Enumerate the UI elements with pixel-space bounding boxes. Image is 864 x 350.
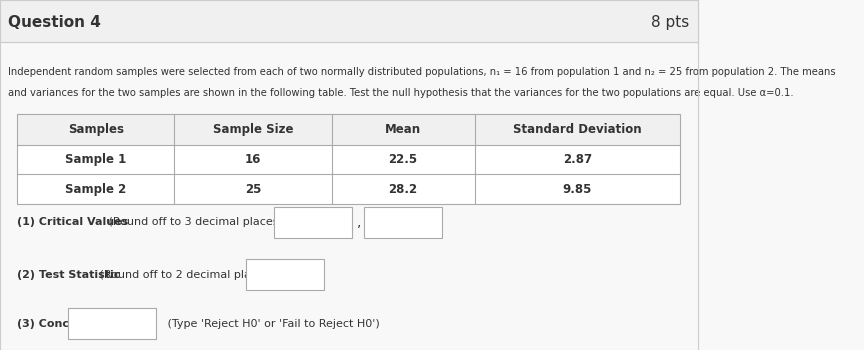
- Text: 8 pts: 8 pts: [651, 15, 689, 30]
- Text: 16: 16: [245, 153, 261, 166]
- Text: (Type 'Reject H0' or 'Fail to Reject H0'): (Type 'Reject H0' or 'Fail to Reject H0'…: [164, 319, 380, 329]
- Text: 25: 25: [245, 183, 261, 196]
- Text: Samples: Samples: [68, 122, 124, 136]
- Text: Standard Deviation: Standard Deviation: [513, 122, 642, 136]
- FancyBboxPatch shape: [365, 207, 442, 238]
- Text: Sample 1: Sample 1: [66, 153, 127, 166]
- FancyBboxPatch shape: [274, 207, 352, 238]
- Text: Sample 2: Sample 2: [66, 183, 127, 196]
- FancyBboxPatch shape: [245, 259, 324, 290]
- Text: 9.85: 9.85: [562, 183, 592, 196]
- Text: Sample Size: Sample Size: [213, 122, 293, 136]
- Text: (3) Conclusion:: (3) Conclusion:: [17, 319, 111, 329]
- Text: 22.5: 22.5: [389, 153, 417, 166]
- Text: Question 4: Question 4: [9, 15, 101, 30]
- Text: (2) Test Statistic: (2) Test Statistic: [17, 270, 121, 280]
- FancyBboxPatch shape: [17, 145, 681, 174]
- FancyBboxPatch shape: [17, 114, 681, 145]
- Text: 28.2: 28.2: [389, 183, 417, 196]
- Text: (1) Critical Values: (1) Critical Values: [17, 217, 129, 227]
- FancyBboxPatch shape: [0, 0, 698, 42]
- FancyBboxPatch shape: [17, 174, 681, 204]
- Text: (Round off to 2 decimal places):: (Round off to 2 decimal places):: [96, 270, 277, 280]
- Text: 2.87: 2.87: [563, 153, 592, 166]
- Text: (Round off to 3 decimal places):: (Round off to 3 decimal places):: [105, 217, 287, 227]
- Text: Independent random samples were selected from each of two normally distributed p: Independent random samples were selected…: [9, 67, 836, 77]
- Text: and variances for the two samples are shown in the following table. Test the nul: and variances for the two samples are sh…: [9, 88, 794, 98]
- Text: ,: ,: [358, 215, 362, 229]
- Text: Mean: Mean: [385, 122, 421, 136]
- FancyBboxPatch shape: [67, 308, 156, 339]
